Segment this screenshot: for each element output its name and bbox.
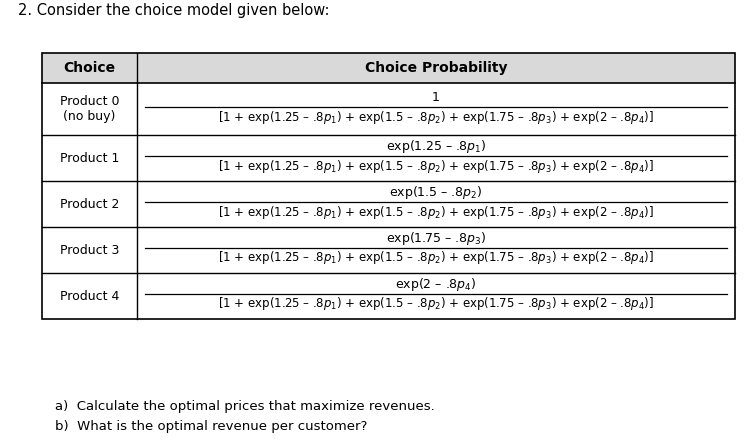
Text: 1: 1 — [432, 90, 440, 103]
Text: Product 0
(no buy): Product 0 (no buy) — [59, 95, 120, 123]
Text: [1 + exp(1.25 – .8$p_1$) + exp(1.5 – .8$p_2$) + exp(1.75 – .8$p_3$) + exp(2 – .8: [1 + exp(1.25 – .8$p_1$) + exp(1.5 – .8$… — [218, 108, 654, 125]
Bar — [42, 53, 735, 83]
Text: [1 + exp(1.25 – .8$p_1$) + exp(1.5 – .8$p_2$) + exp(1.75 – .8$p_3$) + exp(2 – .8: [1 + exp(1.25 – .8$p_1$) + exp(1.5 – .8$… — [218, 203, 654, 220]
Text: [1 + exp(1.25 – .8$p_1$) + exp(1.5 – .8$p_2$) + exp(1.75 – .8$p_3$) + exp(2 – .8: [1 + exp(1.25 – .8$p_1$) + exp(1.5 – .8$… — [218, 296, 654, 313]
Text: 2. Consider the choice model given below:: 2. Consider the choice model given below… — [18, 3, 329, 18]
Text: Choice Probability: Choice Probability — [365, 61, 508, 75]
Text: Product 2: Product 2 — [60, 198, 119, 211]
Text: [1 + exp(1.25 – .8$p_1$) + exp(1.5 – .8$p_2$) + exp(1.75 – .8$p_3$) + exp(2 – .8: [1 + exp(1.25 – .8$p_1$) + exp(1.5 – .8$… — [218, 158, 654, 175]
Text: Product 1: Product 1 — [60, 151, 119, 164]
Text: a)  Calculate the optimal prices that maximize revenues.: a) Calculate the optimal prices that max… — [55, 400, 435, 413]
Text: Product 4: Product 4 — [60, 289, 119, 302]
Text: exp(1.75 – .8$p_3$): exp(1.75 – .8$p_3$) — [386, 229, 486, 246]
Text: exp(1.5 – .8$p_2$): exp(1.5 – .8$p_2$) — [390, 184, 483, 201]
Text: Choice: Choice — [63, 61, 116, 75]
Text: exp(2 – .8$p_4$): exp(2 – .8$p_4$) — [396, 276, 477, 293]
Text: Product 3: Product 3 — [60, 244, 119, 257]
Text: b)  What is the optimal revenue per customer?: b) What is the optimal revenue per custo… — [55, 419, 368, 432]
Text: [1 + exp(1.25 – .8$p_1$) + exp(1.5 – .8$p_2$) + exp(1.75 – .8$p_3$) + exp(2 – .8: [1 + exp(1.25 – .8$p_1$) + exp(1.5 – .8$… — [218, 250, 654, 267]
Text: exp(1.25 – .8$p_1$): exp(1.25 – .8$p_1$) — [386, 138, 487, 155]
